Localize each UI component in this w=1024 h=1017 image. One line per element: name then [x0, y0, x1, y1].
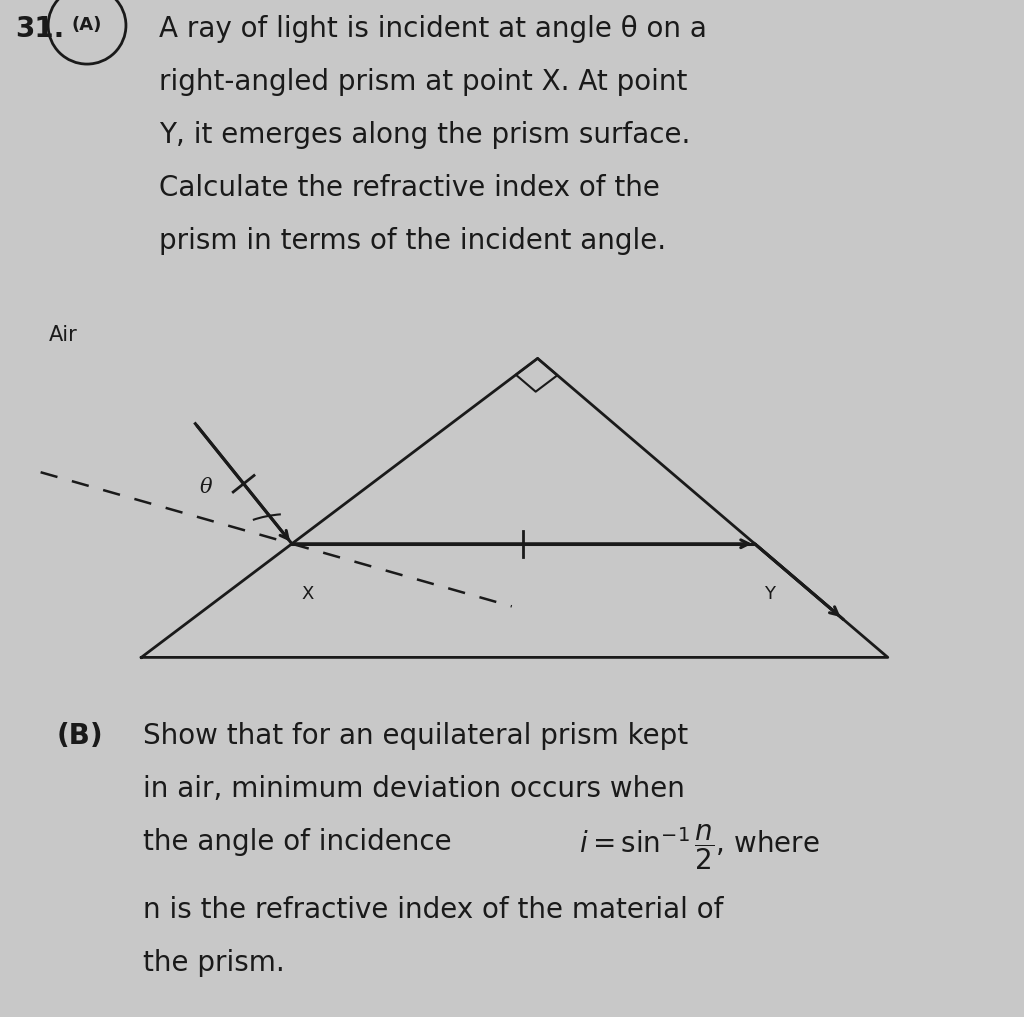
Text: (A): (A)	[72, 16, 102, 35]
Text: right-angled prism at point X. At point: right-angled prism at point X. At point	[159, 68, 687, 97]
Text: A ray of light is incident at angle θ on a: A ray of light is incident at angle θ on…	[159, 15, 707, 44]
Text: in air, minimum deviation occurs when: in air, minimum deviation occurs when	[143, 775, 685, 803]
Text: θ: θ	[200, 478, 212, 496]
Text: n is the refractive index of the material of: n is the refractive index of the materia…	[143, 896, 724, 924]
Text: Calculate the refractive index of the: Calculate the refractive index of the	[159, 174, 659, 202]
Text: Air: Air	[49, 325, 78, 346]
Text: prism in terms of the incident angle.: prism in terms of the incident angle.	[159, 227, 666, 255]
Text: the prism.: the prism.	[143, 949, 285, 977]
Text: $i = \sin^{-1}\dfrac{n}{2}$, where: $i = \sin^{-1}\dfrac{n}{2}$, where	[579, 823, 819, 873]
Text: Y: Y	[764, 586, 775, 603]
Text: Y, it emerges along the prism surface.: Y, it emerges along the prism surface.	[159, 121, 690, 149]
Text: (B): (B)	[56, 722, 103, 751]
Text: 31.: 31.	[15, 15, 65, 44]
Text: X: X	[301, 586, 313, 603]
Text: the angle of incidence: the angle of incidence	[143, 828, 461, 856]
Text: Show that for an equilateral prism kept: Show that for an equilateral prism kept	[143, 722, 688, 751]
